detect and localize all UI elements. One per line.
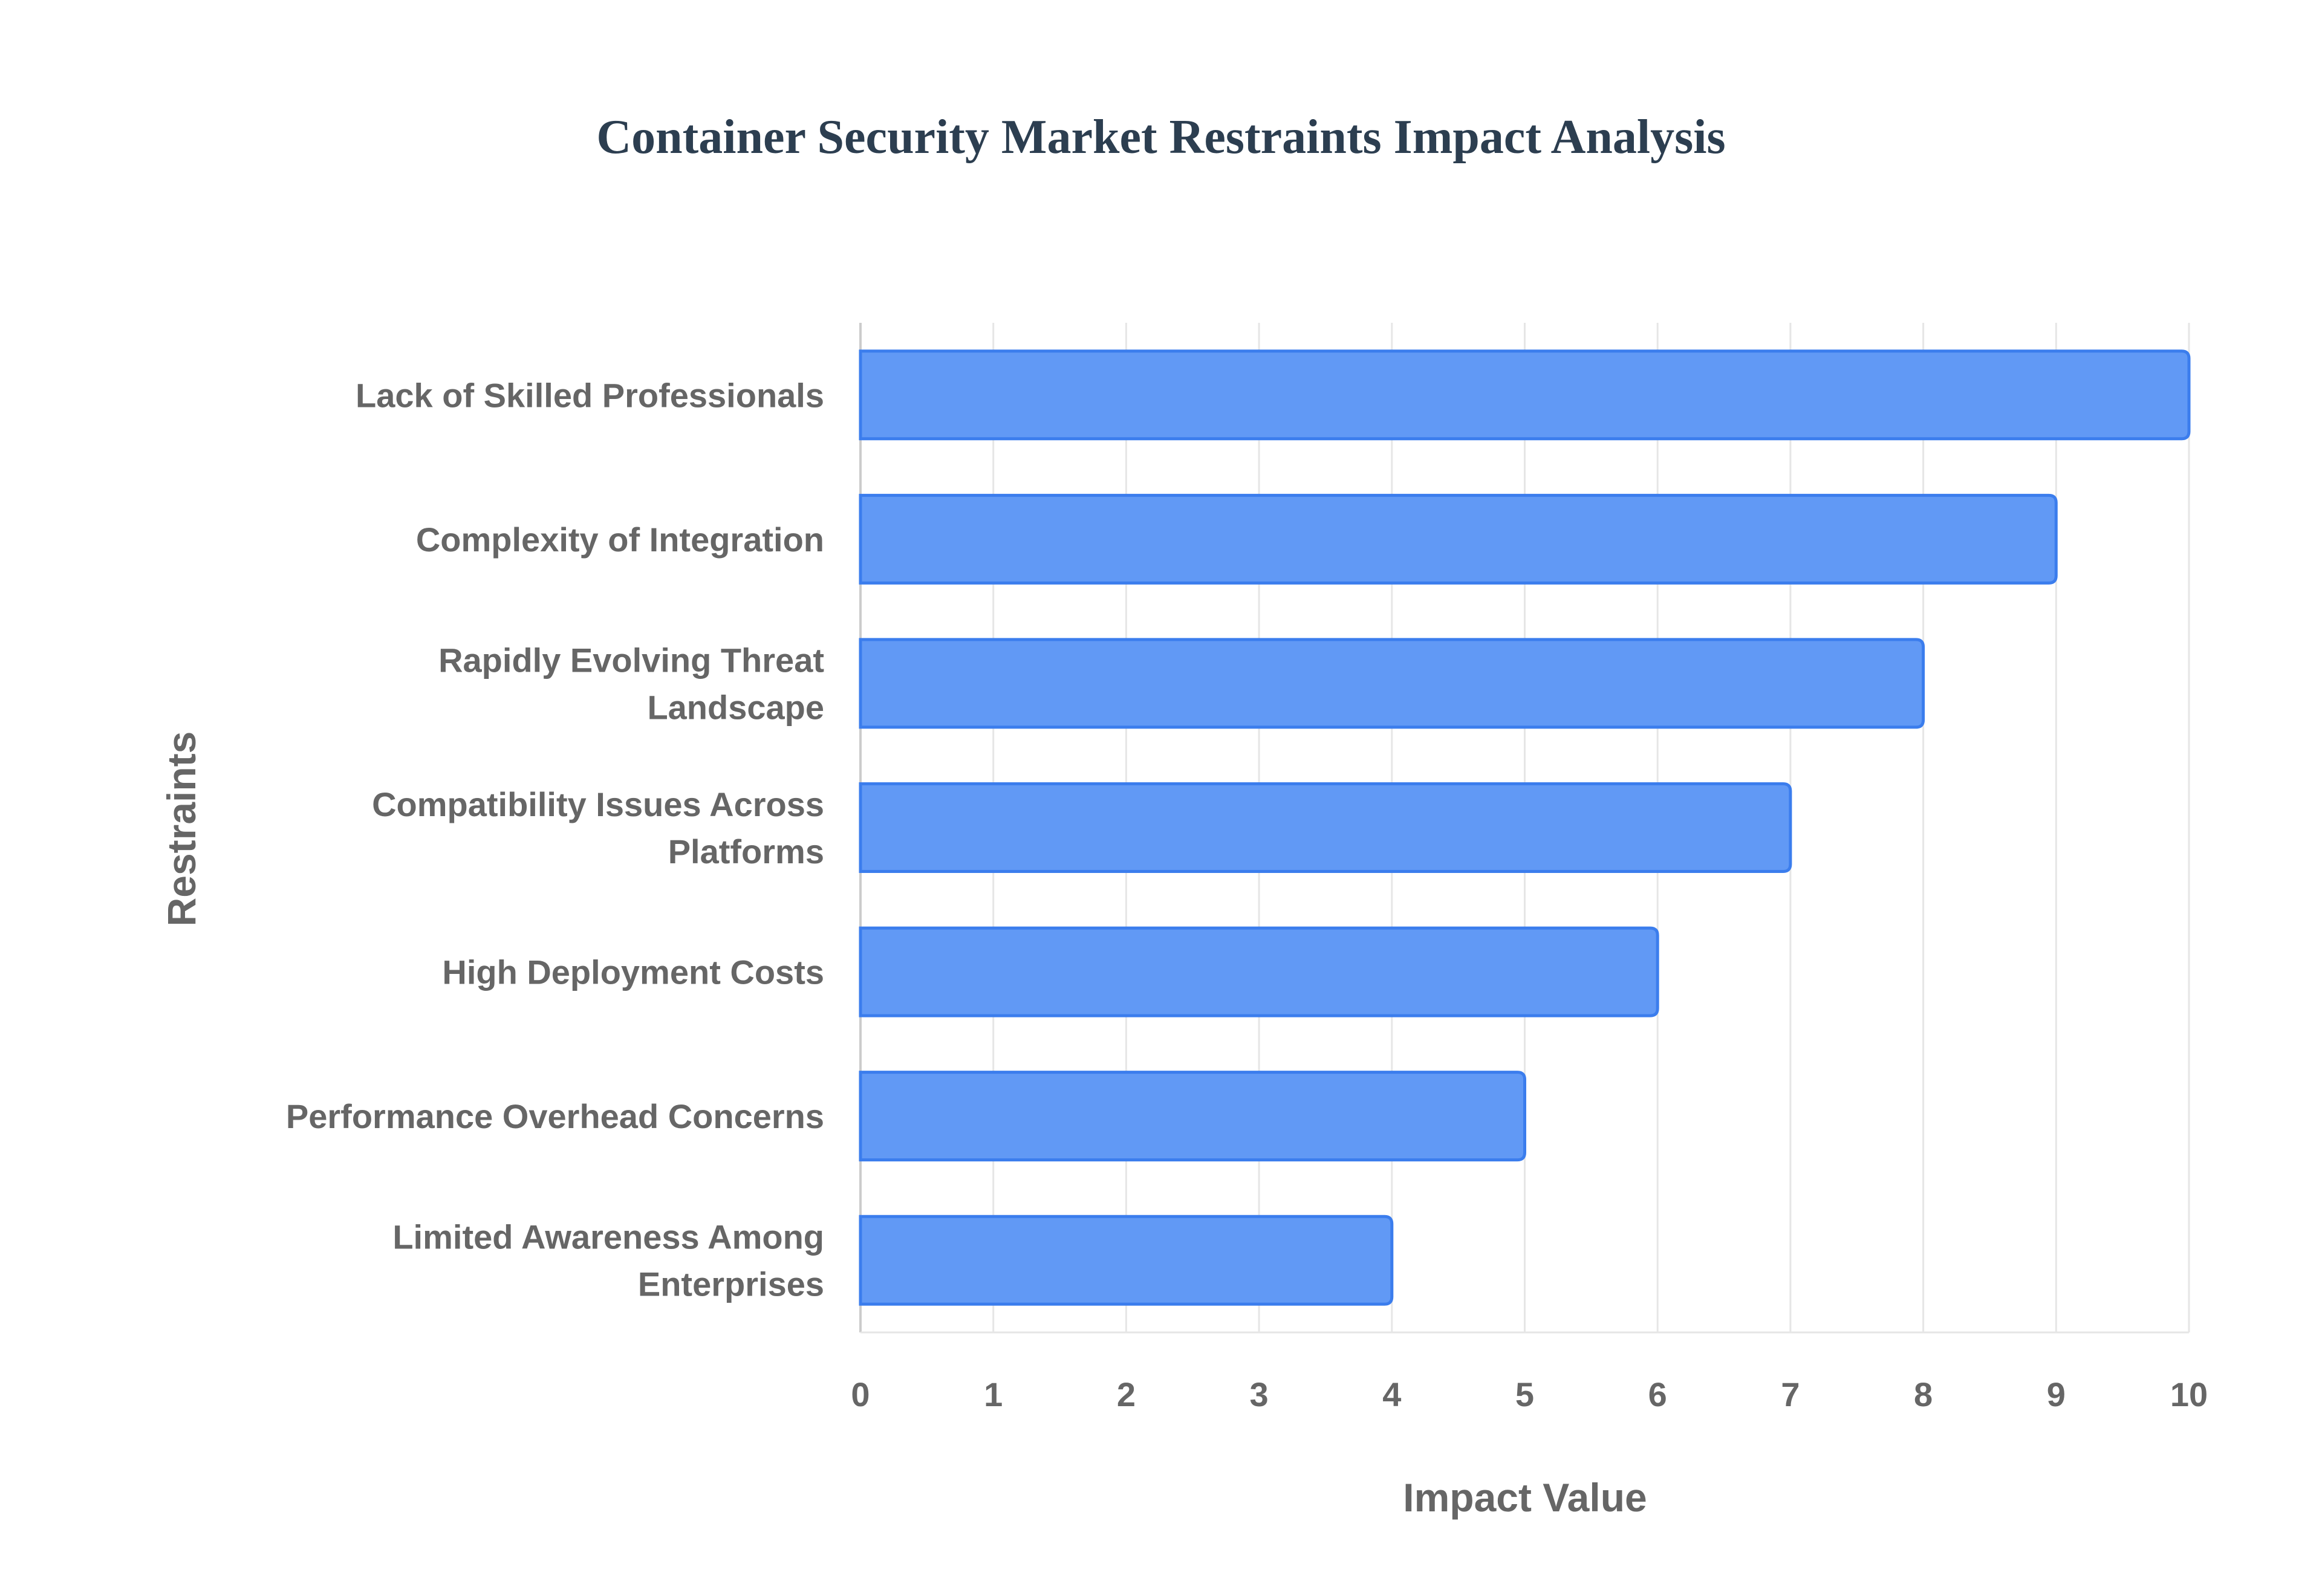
category-label: Rapidly Evolving Threat Landscape (438, 641, 824, 726)
chart-title: Container Security Market Restraints Imp… (596, 111, 1725, 164)
x-tick-label: 4 (1382, 1375, 1401, 1413)
x-axis-title: Impact Value (1403, 1475, 1647, 1520)
bar[interactable] (859, 926, 1659, 1017)
bar[interactable] (859, 1215, 1394, 1306)
category-label: High Deployment Costs (442, 953, 824, 991)
bar[interactable] (859, 782, 1792, 873)
y-axis-title: Restraints (159, 731, 204, 927)
x-tick-label: 8 (1914, 1375, 1933, 1413)
x-tick-label: 9 (2047, 1375, 2066, 1413)
x-tick-label: 7 (1781, 1375, 1800, 1413)
x-tick-labels: 0 1 2 3 4 5 6 7 8 9 10 (851, 1375, 2208, 1413)
x-tick-label: 5 (1515, 1375, 1534, 1413)
category-labels: Lack of Skilled Professionals Complexity … (286, 376, 824, 1303)
x-tick-label: 3 (1250, 1375, 1269, 1413)
category-label: Limited Awareness Among Enterprises (392, 1218, 824, 1303)
category-label: Lack of Skilled Professionals (356, 376, 824, 414)
category-label: Complexity of Integration (416, 521, 824, 559)
x-tick-label: 10 (2170, 1375, 2208, 1413)
bar[interactable] (859, 493, 2058, 585)
x-tick-label: 2 (1117, 1375, 1136, 1413)
category-label: Compatibility Issues Across Platforms (372, 785, 824, 871)
bar[interactable] (859, 349, 2191, 441)
x-tick-label: 6 (1648, 1375, 1667, 1413)
bar[interactable] (859, 1071, 1526, 1162)
x-tick-label: 0 (851, 1375, 870, 1413)
category-label: Performance Overhead Concerns (286, 1097, 824, 1135)
bar[interactable] (859, 638, 1925, 729)
x-tick-label: 1 (984, 1375, 1003, 1413)
bars (859, 349, 2191, 1306)
